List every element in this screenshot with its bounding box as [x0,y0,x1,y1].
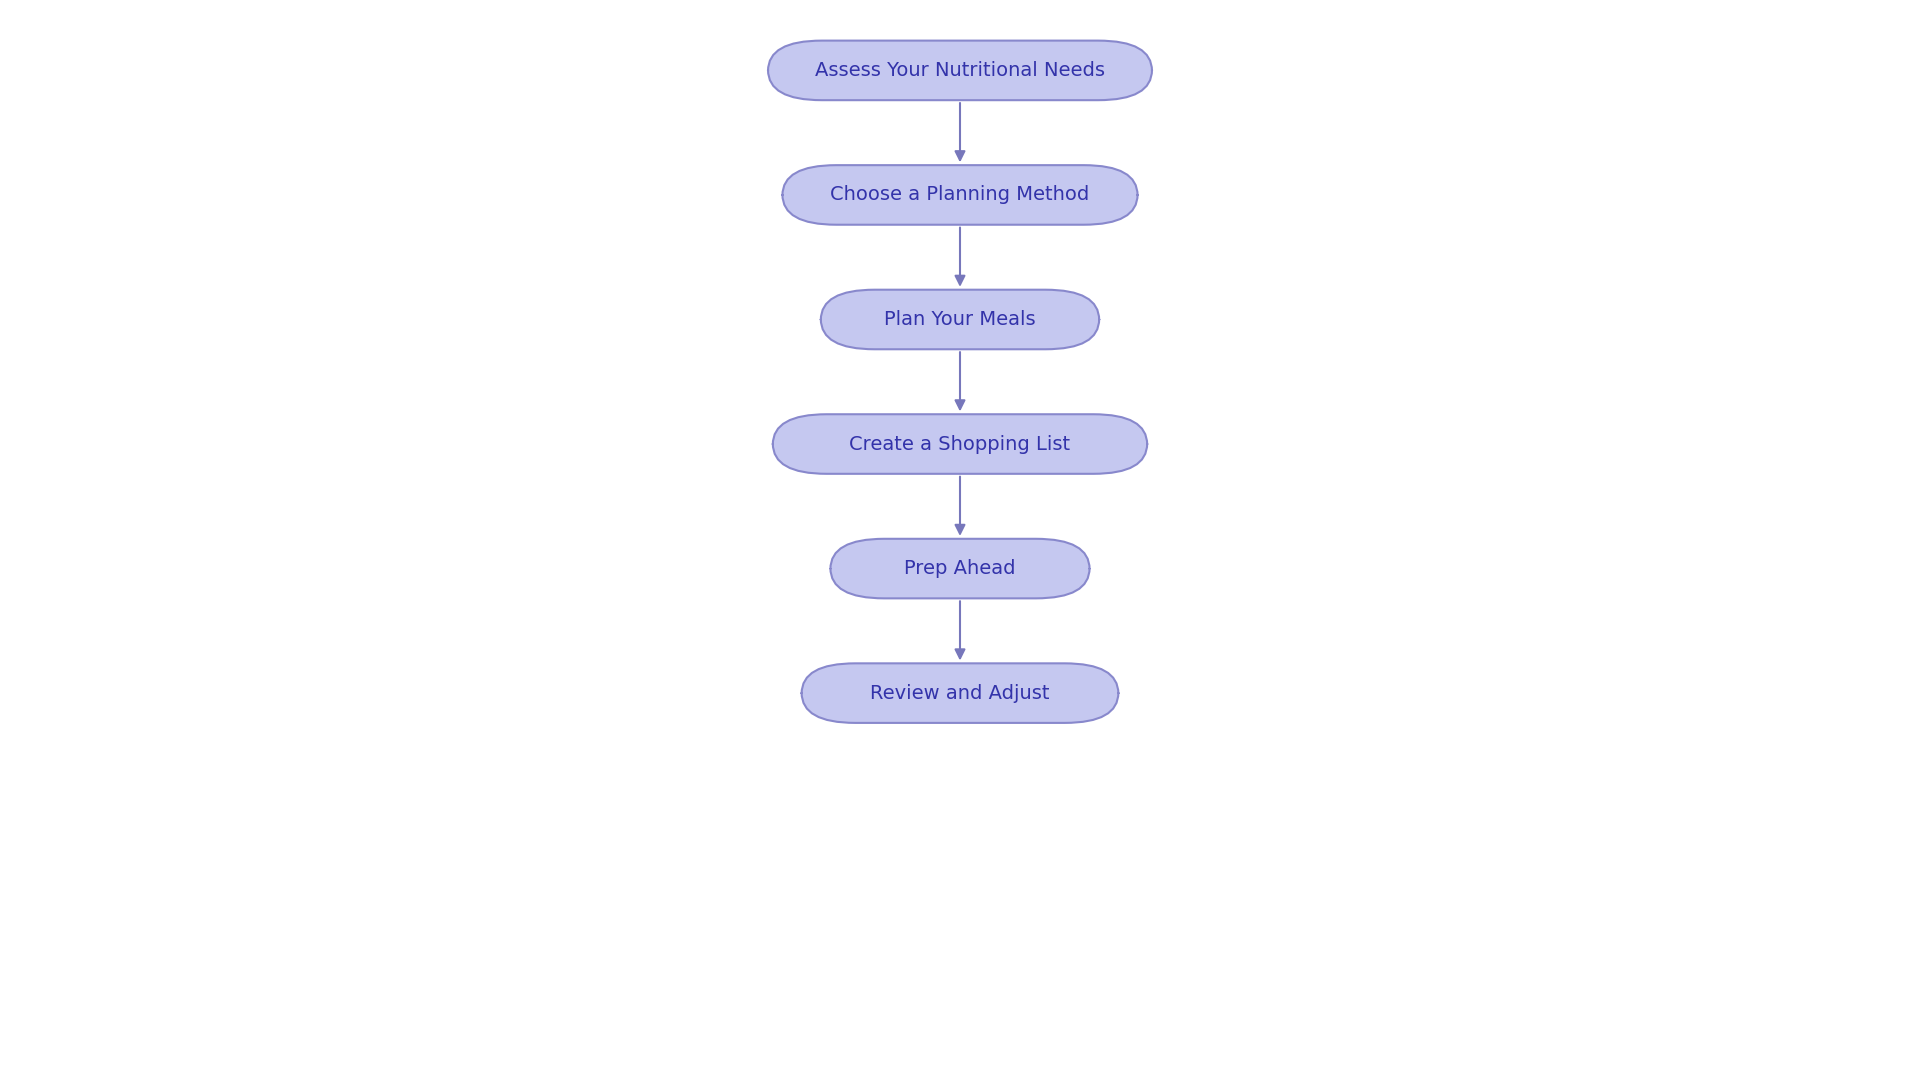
Text: Choose a Planning Method: Choose a Planning Method [829,185,1091,205]
Text: Create a Shopping List: Create a Shopping List [849,434,1071,454]
FancyBboxPatch shape [829,538,1089,598]
Text: Prep Ahead: Prep Ahead [904,559,1016,578]
FancyBboxPatch shape [822,289,1098,349]
FancyBboxPatch shape [772,414,1146,473]
FancyBboxPatch shape [801,663,1117,723]
Text: Plan Your Meals: Plan Your Meals [885,310,1035,329]
FancyBboxPatch shape [768,40,1152,100]
Text: Assess Your Nutritional Needs: Assess Your Nutritional Needs [814,61,1106,80]
FancyBboxPatch shape [783,165,1137,224]
Text: Review and Adjust: Review and Adjust [870,683,1050,703]
